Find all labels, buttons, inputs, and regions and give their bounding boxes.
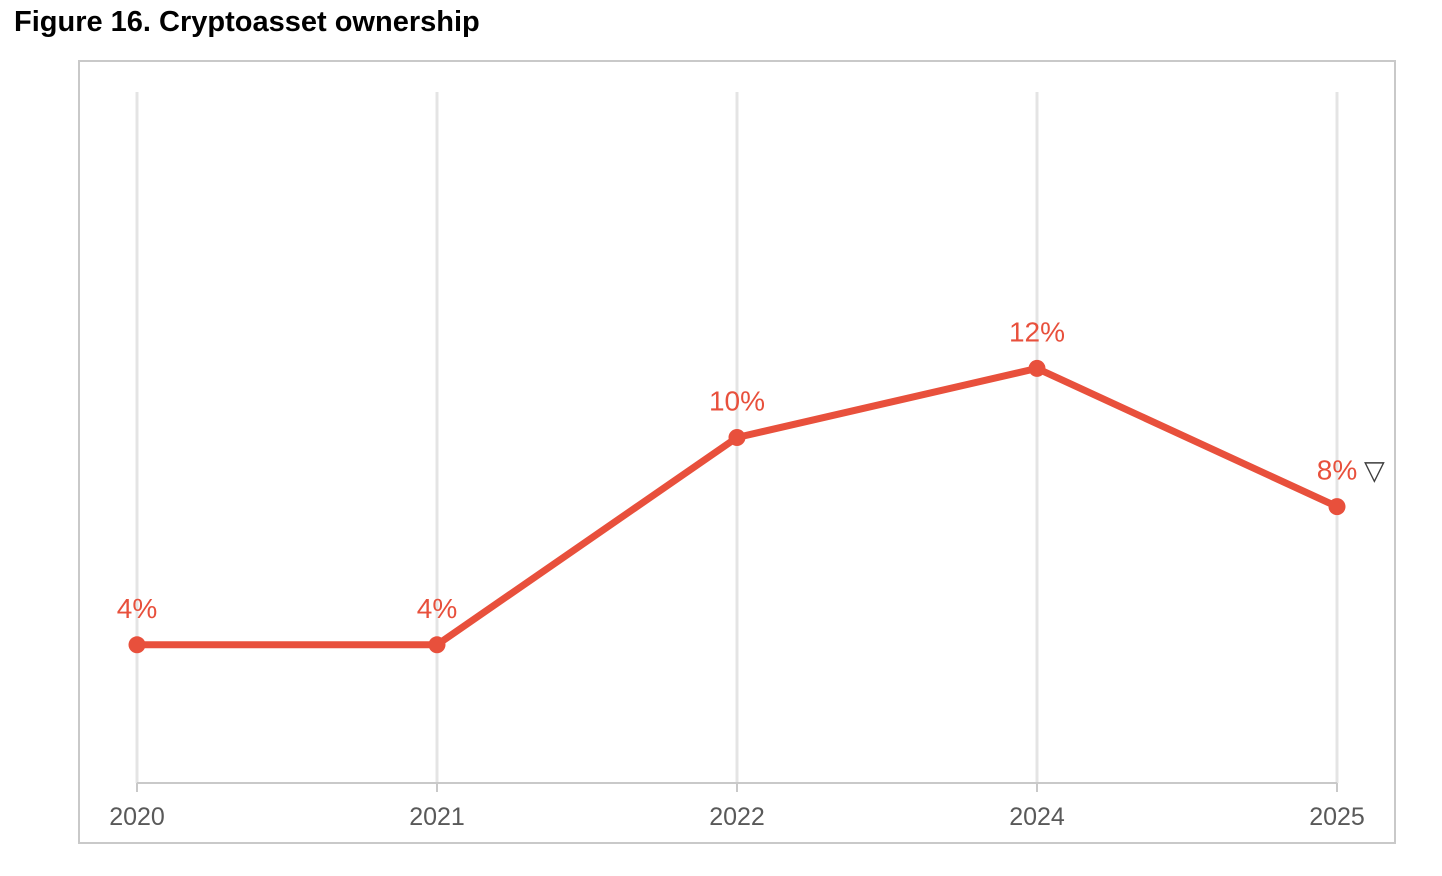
data-label: 12% bbox=[1009, 316, 1065, 347]
x-tick-label: 2024 bbox=[1009, 803, 1065, 831]
data-label: 10% bbox=[709, 386, 765, 417]
x-tick-label: 2021 bbox=[409, 803, 465, 831]
data-point-marker bbox=[128, 636, 146, 654]
data-label: 4% bbox=[117, 593, 157, 624]
data-label: 4% bbox=[417, 593, 457, 624]
data-point-marker bbox=[428, 636, 446, 654]
chart-container: 4% 4% 10% 12% 8% ▽ 2020 2021 2022 2024 2025 bbox=[78, 60, 1396, 844]
data-point-marker bbox=[1028, 359, 1046, 377]
x-tick-label: 2025 bbox=[1309, 803, 1365, 831]
data-label: 8% bbox=[1317, 455, 1357, 486]
decline-triangle-icon: ▽ bbox=[1364, 456, 1385, 486]
figure-title: Figure 16. Cryptoasset ownership bbox=[14, 6, 480, 38]
line-chart: 4% 4% 10% 12% 8% ▽ 2020 2021 2022 2024 2025 bbox=[109, 92, 1385, 831]
x-tick-label: 2020 bbox=[109, 803, 165, 831]
x-tick-label: 2022 bbox=[709, 803, 765, 831]
data-point-marker bbox=[1328, 498, 1346, 516]
data-point-marker bbox=[728, 429, 746, 446]
